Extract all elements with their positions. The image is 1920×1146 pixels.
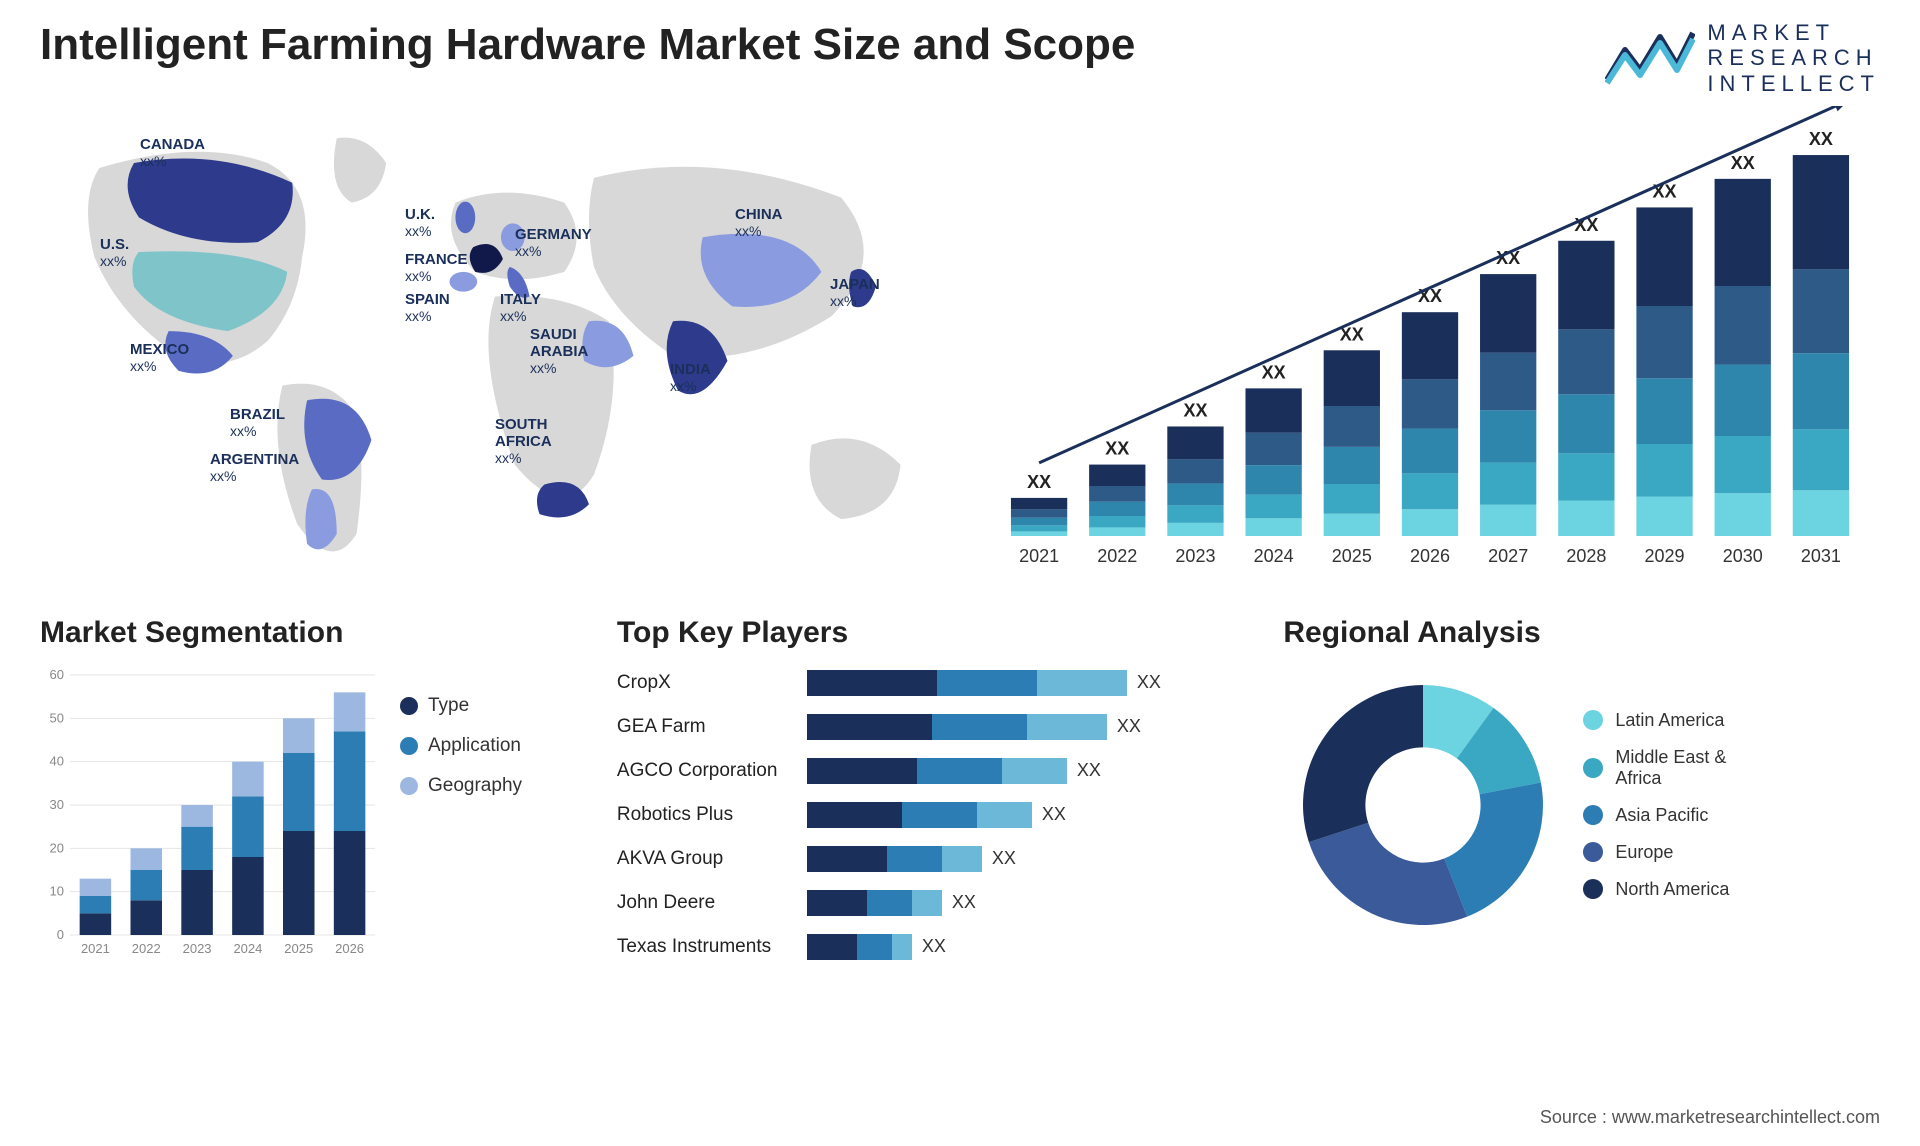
regional-legend: Latin America Middle East &Africa Asia Pac… xyxy=(1583,710,1729,900)
logo-line2: RESEARCH xyxy=(1707,45,1880,70)
player-value: XX xyxy=(1117,716,1141,737)
player-name: AKVA Group xyxy=(617,848,807,870)
player-bar xyxy=(807,758,1067,784)
map-label: MEXICOxx% xyxy=(130,341,189,374)
svg-text:60: 60 xyxy=(50,667,64,682)
svg-text:2031: 2031 xyxy=(1801,546,1841,566)
svg-text:2024: 2024 xyxy=(1254,546,1294,566)
player-name: AGCO Corporation xyxy=(617,760,807,782)
map-label: CHINAxx% xyxy=(735,206,783,239)
player-bar xyxy=(807,670,1127,696)
player-row: GEA Farm XX xyxy=(617,709,1253,745)
svg-text:30: 30 xyxy=(50,797,64,812)
player-name: GEA Farm xyxy=(617,716,807,738)
segmentation-chart: 0 10 20 30 40 50 60 2021 2022 2023 2024 2025 2026 xyxy=(40,665,380,965)
map-label: SOUTHAFRICAxx% xyxy=(495,416,552,467)
svg-text:2025: 2025 xyxy=(284,941,313,956)
map-label: U.S.xx% xyxy=(100,236,129,269)
source-footer: Source : www.marketresearchintellect.com xyxy=(1540,1107,1880,1128)
player-row: CropX XX xyxy=(617,665,1253,701)
player-value: XX xyxy=(1137,672,1161,693)
svg-text:XX: XX xyxy=(1653,181,1677,201)
svg-text:XX: XX xyxy=(1262,362,1286,382)
map-label: SAUDIARABIAxx% xyxy=(530,326,588,377)
world-map: CANADAxx% U.S.xx% MEXICOxx% BRAZILxx% ARGENT… xyxy=(40,106,950,586)
svg-text:2029: 2029 xyxy=(1645,546,1685,566)
svg-text:2030: 2030 xyxy=(1723,546,1763,566)
segmentation-legend-item: Application xyxy=(400,735,522,757)
logo-line1: MARKET xyxy=(1707,20,1880,45)
logo-icon xyxy=(1605,25,1695,90)
svg-text:XX: XX xyxy=(1183,400,1207,420)
svg-text:2022: 2022 xyxy=(1097,546,1137,566)
player-row: AGCO Corporation XX xyxy=(617,753,1253,789)
regional-donut xyxy=(1283,665,1563,945)
svg-text:2025: 2025 xyxy=(1332,546,1372,566)
segmentation-title: Market Segmentation xyxy=(40,616,587,650)
brand-logo: MARKET RESEARCH INTELLECT xyxy=(1605,20,1880,96)
svg-text:0: 0 xyxy=(57,927,64,942)
svg-text:2021: 2021 xyxy=(81,941,110,956)
svg-text:XX: XX xyxy=(1105,438,1129,458)
svg-text:2023: 2023 xyxy=(1175,546,1215,566)
logo-line3: INTELLECT xyxy=(1707,71,1880,96)
map-label: INDIAxx% xyxy=(670,361,711,394)
svg-text:2024: 2024 xyxy=(233,941,262,956)
svg-text:2023: 2023 xyxy=(183,941,212,956)
map-label: U.K.xx% xyxy=(405,206,435,239)
player-bar xyxy=(807,934,912,960)
player-value: XX xyxy=(952,892,976,913)
map-label: ARGENTINAxx% xyxy=(210,451,299,484)
regional-title: Regional Analysis xyxy=(1283,616,1880,650)
players-title: Top Key Players xyxy=(617,616,1253,650)
player-row: Texas Instruments XX xyxy=(617,929,1253,965)
player-value: XX xyxy=(922,936,946,957)
player-row: John Deere XX xyxy=(617,885,1253,921)
region-legend-item: Asia Pacific xyxy=(1583,805,1729,826)
svg-text:XX: XX xyxy=(1027,472,1051,492)
segmentation-legend-item: Type xyxy=(400,695,522,717)
page-title: Intelligent Farming Hardware Market Size… xyxy=(40,20,1135,70)
player-name: John Deere xyxy=(617,892,807,914)
region-legend-item: Latin America xyxy=(1583,710,1729,731)
svg-text:50: 50 xyxy=(50,710,64,725)
svg-text:2026: 2026 xyxy=(1410,546,1450,566)
player-row: AKVA Group XX xyxy=(617,841,1253,877)
player-value: XX xyxy=(1077,760,1101,781)
player-value: XX xyxy=(992,848,1016,869)
svg-text:2026: 2026 xyxy=(335,941,364,956)
svg-text:XX: XX xyxy=(1809,129,1833,149)
map-label: GERMANYxx% xyxy=(515,226,592,259)
map-label: CANADAxx% xyxy=(140,136,205,169)
svg-text:40: 40 xyxy=(50,754,64,769)
region-legend-item: North America xyxy=(1583,879,1729,900)
segmentation-legend-item: Geography xyxy=(400,775,522,797)
svg-text:2021: 2021 xyxy=(1019,546,1059,566)
region-legend-item: Europe xyxy=(1583,842,1729,863)
svg-text:2022: 2022 xyxy=(132,941,161,956)
player-name: CropX xyxy=(617,672,807,694)
growth-chart: XX 2021 XX 2022 XX 2023 XX 2024 XX 2025 XX 2026 XX 20… xyxy=(980,106,1880,586)
svg-text:20: 20 xyxy=(50,840,64,855)
player-bar xyxy=(807,846,982,872)
player-name: Robotics Plus xyxy=(617,804,807,826)
players-list: CropXXXGEA FarmXXAGCO CorporationXXRobot… xyxy=(617,665,1253,965)
player-bar xyxy=(807,890,942,916)
map-label: SPAINxx% xyxy=(405,291,450,324)
map-label: JAPANxx% xyxy=(830,276,880,309)
segmentation-legend: Type Application Geography xyxy=(400,665,522,965)
player-name: Texas Instruments xyxy=(617,936,807,958)
svg-text:10: 10 xyxy=(50,884,64,899)
player-value: XX xyxy=(1042,804,1066,825)
player-row: Robotics Plus XX xyxy=(617,797,1253,833)
svg-text:XX: XX xyxy=(1731,153,1755,173)
map-label: BRAZILxx% xyxy=(230,406,285,439)
region-legend-item: Middle East &Africa xyxy=(1583,747,1729,789)
svg-text:2028: 2028 xyxy=(1566,546,1606,566)
map-label: FRANCExx% xyxy=(405,251,468,284)
map-label: ITALYxx% xyxy=(500,291,541,324)
svg-text:2027: 2027 xyxy=(1488,546,1528,566)
player-bar xyxy=(807,714,1107,740)
player-bar xyxy=(807,802,1032,828)
